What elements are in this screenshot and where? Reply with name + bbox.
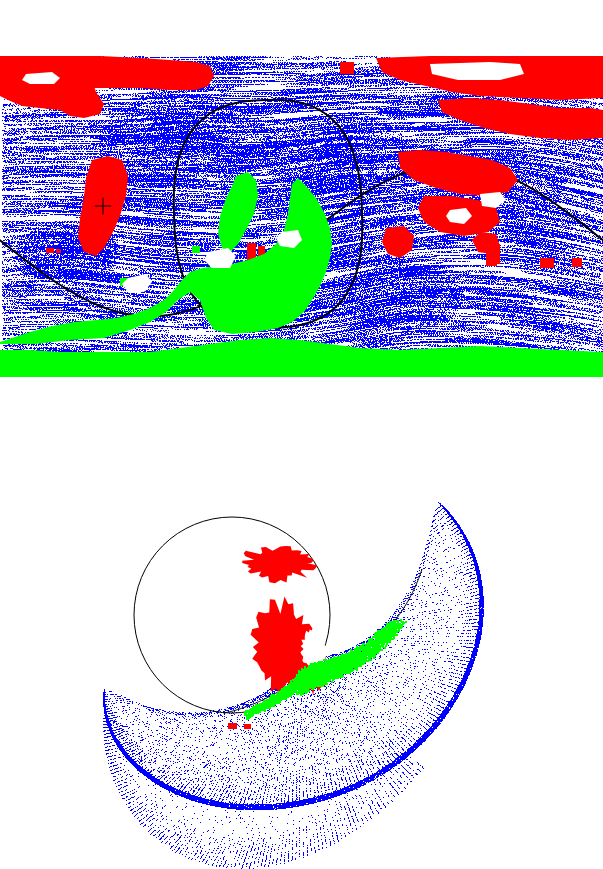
map-panel-canvas [0,0,603,400]
projection-panel-canvas [0,400,603,869]
projection-panel [0,400,603,869]
map-panel [0,0,603,400]
